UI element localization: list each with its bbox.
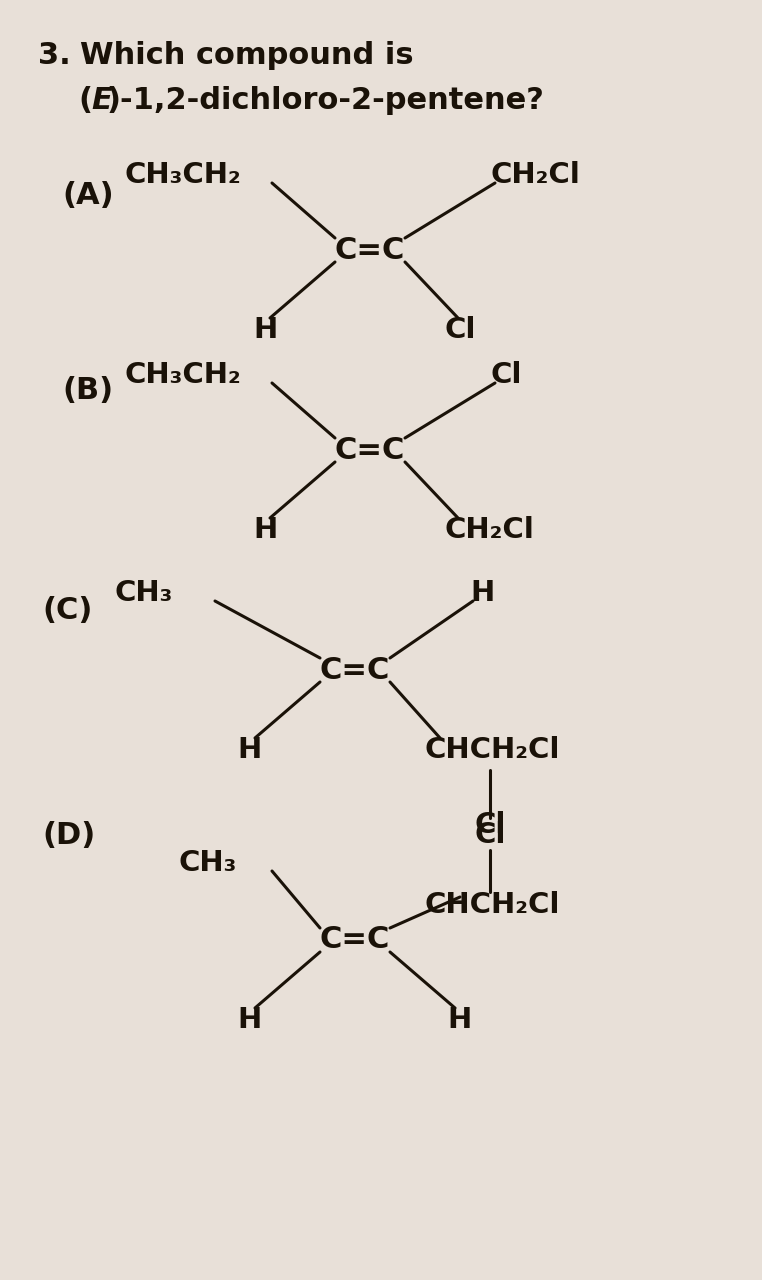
Text: Cl: Cl (444, 316, 475, 344)
Text: Cl: Cl (490, 361, 521, 389)
Text: (D): (D) (42, 820, 95, 850)
Text: CH₃: CH₃ (178, 849, 236, 877)
Text: (C): (C) (42, 595, 92, 625)
Text: C=C: C=C (335, 236, 405, 265)
Text: H: H (238, 736, 262, 764)
Text: 3.: 3. (38, 41, 71, 69)
Text: H: H (253, 316, 277, 344)
Text: H: H (253, 516, 277, 544)
Text: CH₂Cl: CH₂Cl (445, 516, 535, 544)
Text: H: H (238, 1006, 262, 1034)
Text: E: E (91, 86, 112, 114)
Text: Which compound is: Which compound is (80, 41, 414, 69)
Text: H: H (470, 579, 495, 607)
Text: CH₂Cl: CH₂Cl (490, 161, 580, 189)
Text: Cl: Cl (474, 812, 506, 838)
Text: )-1,2-dichloro-2-pentene?: )-1,2-dichloro-2-pentene? (107, 86, 545, 114)
Text: Cl: Cl (474, 820, 506, 849)
Text: CH₃CH₂: CH₃CH₂ (125, 361, 242, 389)
Text: C=C: C=C (320, 925, 390, 955)
Text: CH₃CH₂: CH₃CH₂ (125, 161, 242, 189)
Text: (B): (B) (62, 375, 113, 404)
Text: CHCH₂Cl: CHCH₂Cl (425, 891, 561, 919)
Text: CHCH₂Cl: CHCH₂Cl (425, 736, 561, 764)
Text: C=C: C=C (320, 655, 390, 685)
Text: (A): (A) (62, 180, 114, 210)
Text: CH₃: CH₃ (115, 579, 174, 607)
Text: H: H (448, 1006, 472, 1034)
Text: C=C: C=C (335, 435, 405, 465)
Text: (: ( (78, 86, 92, 114)
